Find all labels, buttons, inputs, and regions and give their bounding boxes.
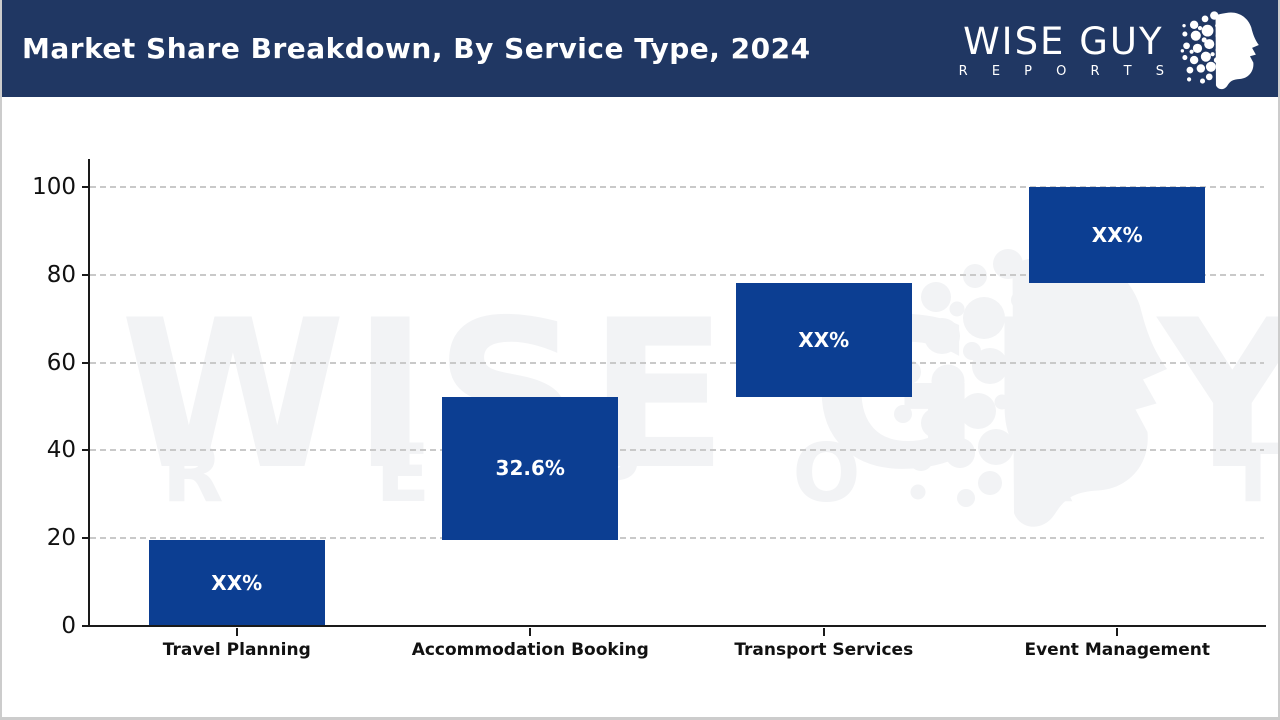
- y-tick-label-80: 80: [46, 261, 76, 288]
- gridline-y100: [90, 186, 1264, 188]
- brand-logo-text: WISE GUY R E P O R T S: [953, 19, 1174, 79]
- y-tick-label-40: 40: [46, 437, 76, 464]
- x-axis-line: [88, 625, 1266, 627]
- x-category-label: Travel Planning: [162, 640, 311, 660]
- y-axis-line: [88, 159, 90, 627]
- x-category-label: Transport Services: [734, 640, 914, 660]
- bar-value-label: XX%: [798, 327, 850, 352]
- gridline-y40: [90, 449, 1264, 452]
- bar-transport-services: [735, 283, 912, 397]
- gridline-y20: [90, 537, 1264, 540]
- page-title: Market Share Breakdown, By Service Type,…: [22, 32, 811, 65]
- bar-value-label: XX%: [1091, 223, 1143, 248]
- y-tick-label-100: 100: [32, 174, 76, 200]
- x-tick-2: [822, 628, 825, 636]
- bar-event-management: [1029, 187, 1206, 284]
- x-category-label: Event Management: [1024, 640, 1210, 660]
- y-tick-100: [82, 186, 90, 188]
- y-tick-0: [82, 625, 90, 627]
- brand-name: WISE GUY: [963, 19, 1164, 63]
- y-tick-20: [82, 537, 90, 540]
- y-tick-label-60: 60: [46, 349, 76, 376]
- bar-accommodation-booking: [442, 396, 619, 540]
- bar-travel-planning: [148, 539, 325, 626]
- x-tick-0: [235, 628, 238, 636]
- x-tick-1: [529, 628, 532, 636]
- x-tick-3: [1116, 628, 1119, 636]
- brand-logo: WISE GUY R E P O R T S: [953, 8, 1264, 92]
- y-tick-label-0: 0: [61, 613, 76, 639]
- bar-value-label: 32.6%: [495, 456, 565, 481]
- bar-value-label: XX%: [211, 570, 263, 595]
- y-tick-60: [82, 361, 90, 364]
- gridline-y60: [90, 361, 1264, 364]
- y-tick-label-20: 20: [46, 525, 76, 552]
- dotted-head-profile-icon: [1180, 11, 1259, 90]
- x-category-label: Accommodation Booking: [411, 640, 649, 660]
- gridline-y80: [90, 273, 1264, 276]
- brand-subtitle: R E P O R T S: [958, 63, 1174, 79]
- header-bar: Market Share Breakdown, By Service Type,…: [2, 0, 1278, 97]
- y-tick-40: [82, 449, 90, 452]
- y-tick-80: [82, 273, 90, 276]
- chart-area: WISE GUY R E P O R T S 020406080100XX%Tr…: [2, 97, 1278, 717]
